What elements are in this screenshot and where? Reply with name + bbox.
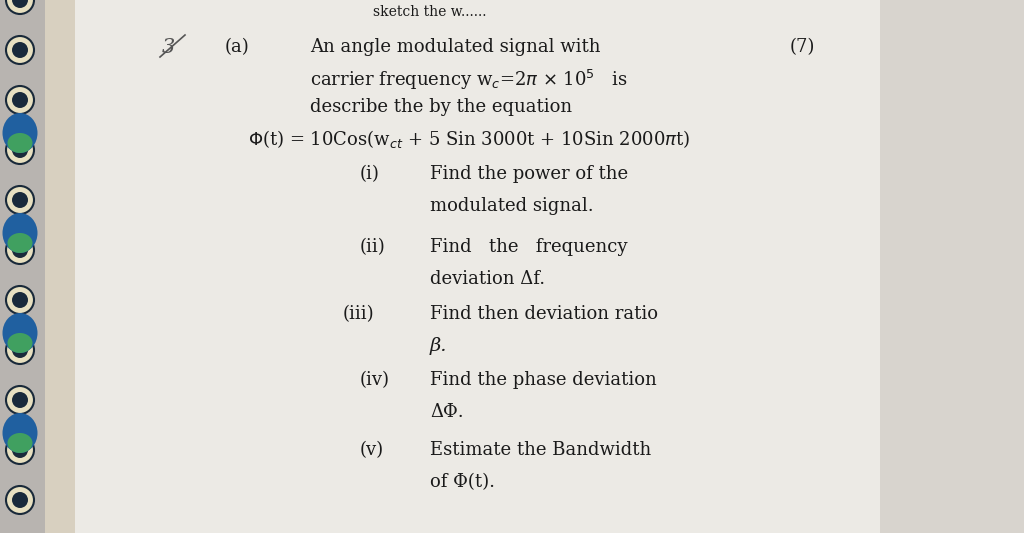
Text: deviation Δf.: deviation Δf.	[430, 270, 545, 288]
Ellipse shape	[7, 233, 33, 253]
Ellipse shape	[12, 342, 28, 358]
Text: (iv): (iv)	[360, 371, 390, 389]
Bar	[0, 0, 68, 533]
Text: 3: 3	[162, 38, 175, 57]
Text: describe the by the equation: describe the by the equation	[310, 98, 572, 116]
Ellipse shape	[12, 42, 28, 58]
Ellipse shape	[6, 486, 34, 514]
Ellipse shape	[12, 92, 28, 108]
Text: $\Phi$(t) = 10Cos(w$_{ct}$ + 5 Sin 3000t + 10Sin 2000$\pi$t): $\Phi$(t) = 10Cos(w$_{ct}$ + 5 Sin 3000t…	[248, 128, 690, 150]
Ellipse shape	[12, 442, 28, 458]
Text: sketch the w......: sketch the w......	[374, 5, 486, 19]
Ellipse shape	[7, 333, 33, 353]
Ellipse shape	[2, 313, 38, 353]
Text: Find the phase deviation: Find the phase deviation	[430, 371, 656, 389]
Ellipse shape	[6, 236, 34, 264]
Text: (v): (v)	[360, 441, 384, 459]
Ellipse shape	[7, 133, 33, 153]
Ellipse shape	[6, 436, 34, 464]
Text: (a): (a)	[225, 38, 250, 56]
Text: modulated signal.: modulated signal.	[430, 197, 594, 215]
Ellipse shape	[2, 213, 38, 253]
Ellipse shape	[6, 0, 34, 14]
Ellipse shape	[2, 113, 38, 153]
Text: (ii): (ii)	[360, 238, 386, 256]
Text: (i): (i)	[360, 165, 380, 183]
Text: ΔΦ.: ΔΦ.	[430, 403, 464, 421]
Text: of Φ(t).: of Φ(t).	[430, 473, 495, 491]
Text: Estimate the Bandwidth: Estimate the Bandwidth	[430, 441, 651, 459]
Text: (iii): (iii)	[343, 305, 375, 323]
Ellipse shape	[12, 292, 28, 308]
Ellipse shape	[12, 142, 28, 158]
Text: Find the power of the: Find the power of the	[430, 165, 628, 183]
Bar	[75, 0, 945, 533]
Ellipse shape	[12, 242, 28, 258]
Text: (7): (7)	[790, 38, 815, 56]
Text: Find   the   frequency: Find the frequency	[430, 238, 628, 256]
Bar	[880, 0, 1024, 533]
Ellipse shape	[6, 36, 34, 64]
Ellipse shape	[6, 286, 34, 314]
Ellipse shape	[7, 433, 33, 453]
Ellipse shape	[12, 392, 28, 408]
Text: β.: β.	[430, 337, 447, 355]
Bar	[45, 0, 75, 533]
Ellipse shape	[12, 0, 28, 8]
Ellipse shape	[6, 86, 34, 114]
Ellipse shape	[6, 336, 34, 364]
Ellipse shape	[12, 192, 28, 208]
Text: Find then deviation ratio: Find then deviation ratio	[430, 305, 658, 323]
Ellipse shape	[2, 413, 38, 453]
Text: An angle modulated signal with: An angle modulated signal with	[310, 38, 600, 56]
Ellipse shape	[12, 492, 28, 508]
Text: carrier frequency w$_c$=2$\pi$ $\times$ 10$^5$   is: carrier frequency w$_c$=2$\pi$ $\times$ …	[310, 68, 628, 92]
Ellipse shape	[6, 186, 34, 214]
Ellipse shape	[6, 136, 34, 164]
Ellipse shape	[6, 386, 34, 414]
